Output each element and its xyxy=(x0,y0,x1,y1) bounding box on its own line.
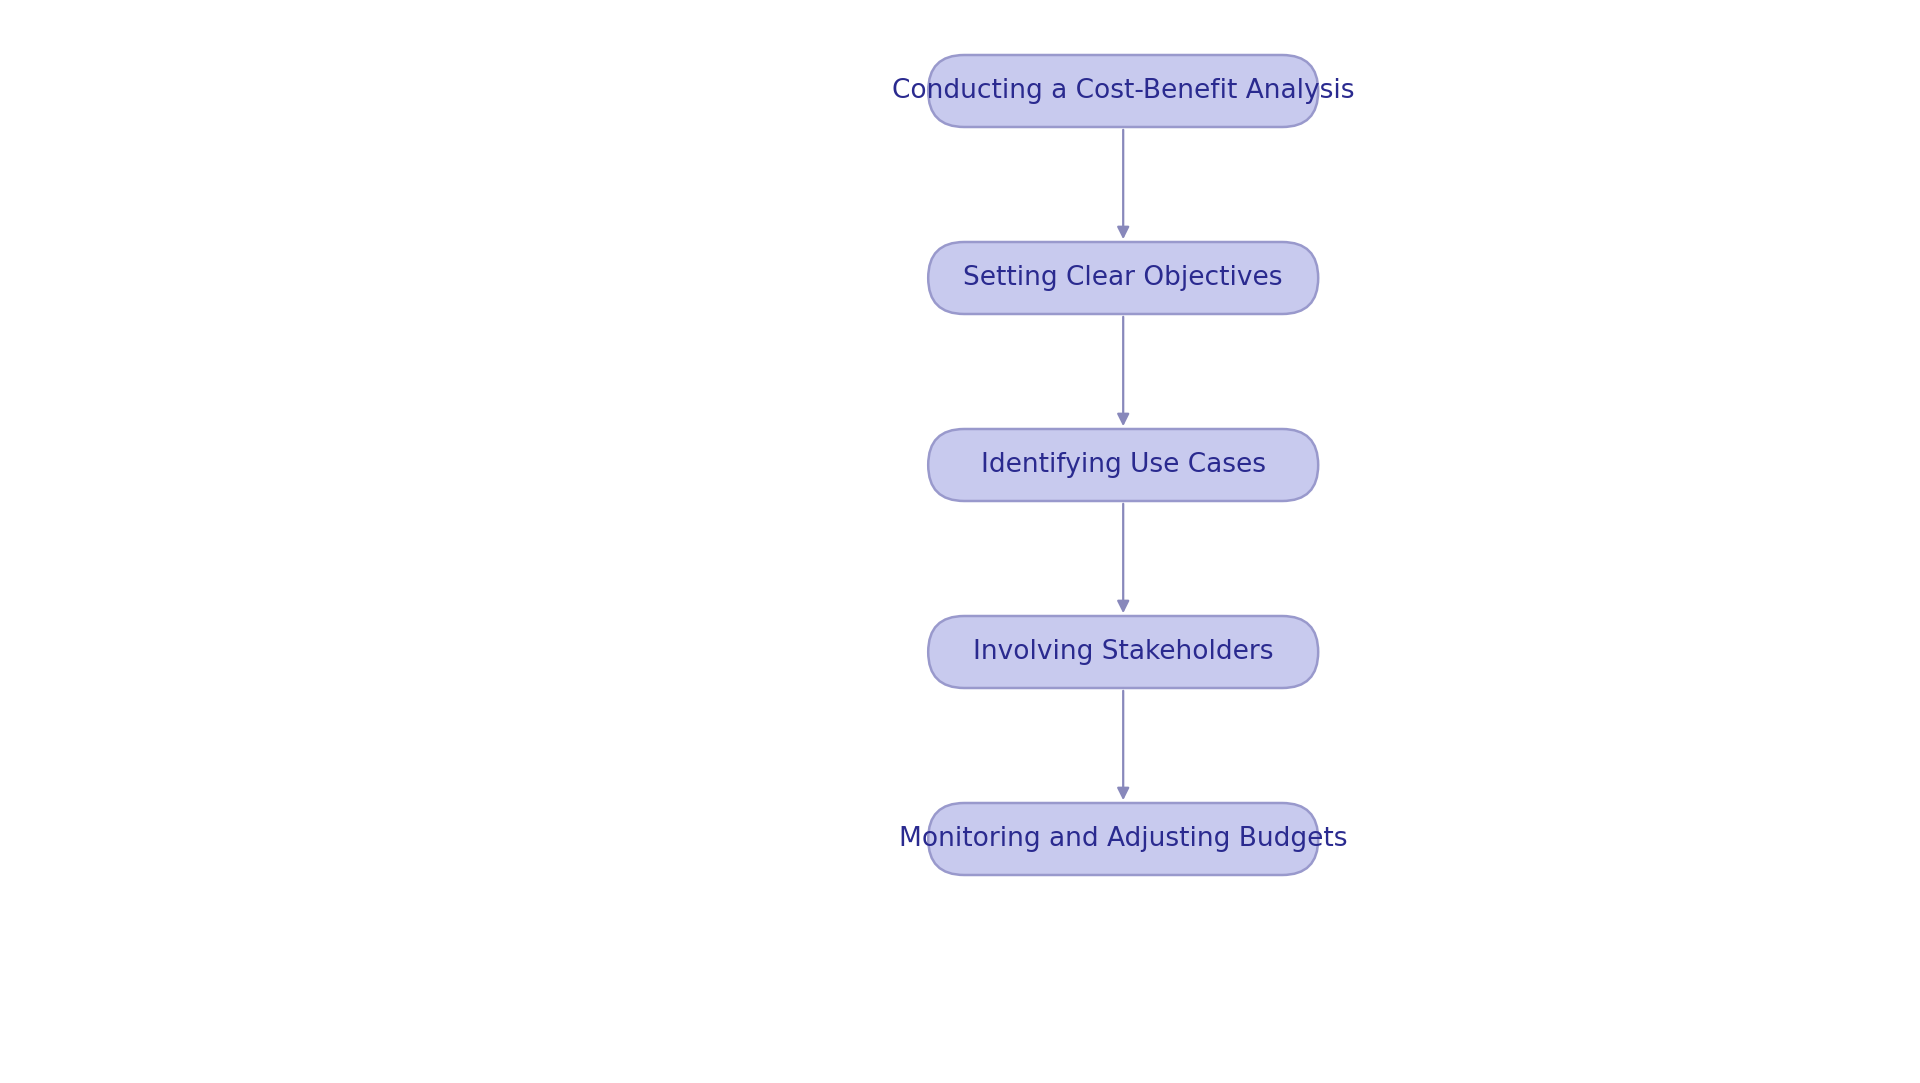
Text: Involving Stakeholders: Involving Stakeholders xyxy=(973,639,1273,665)
FancyBboxPatch shape xyxy=(927,803,1319,875)
FancyBboxPatch shape xyxy=(927,429,1319,501)
FancyBboxPatch shape xyxy=(927,616,1319,688)
Text: Conducting a Cost-Benefit Analysis: Conducting a Cost-Benefit Analysis xyxy=(893,78,1354,104)
Text: Setting Clear Objectives: Setting Clear Objectives xyxy=(964,265,1283,291)
Text: Monitoring and Adjusting Budgets: Monitoring and Adjusting Budgets xyxy=(899,826,1348,852)
Text: Identifying Use Cases: Identifying Use Cases xyxy=(981,452,1265,478)
FancyBboxPatch shape xyxy=(927,55,1319,127)
FancyBboxPatch shape xyxy=(927,242,1319,314)
